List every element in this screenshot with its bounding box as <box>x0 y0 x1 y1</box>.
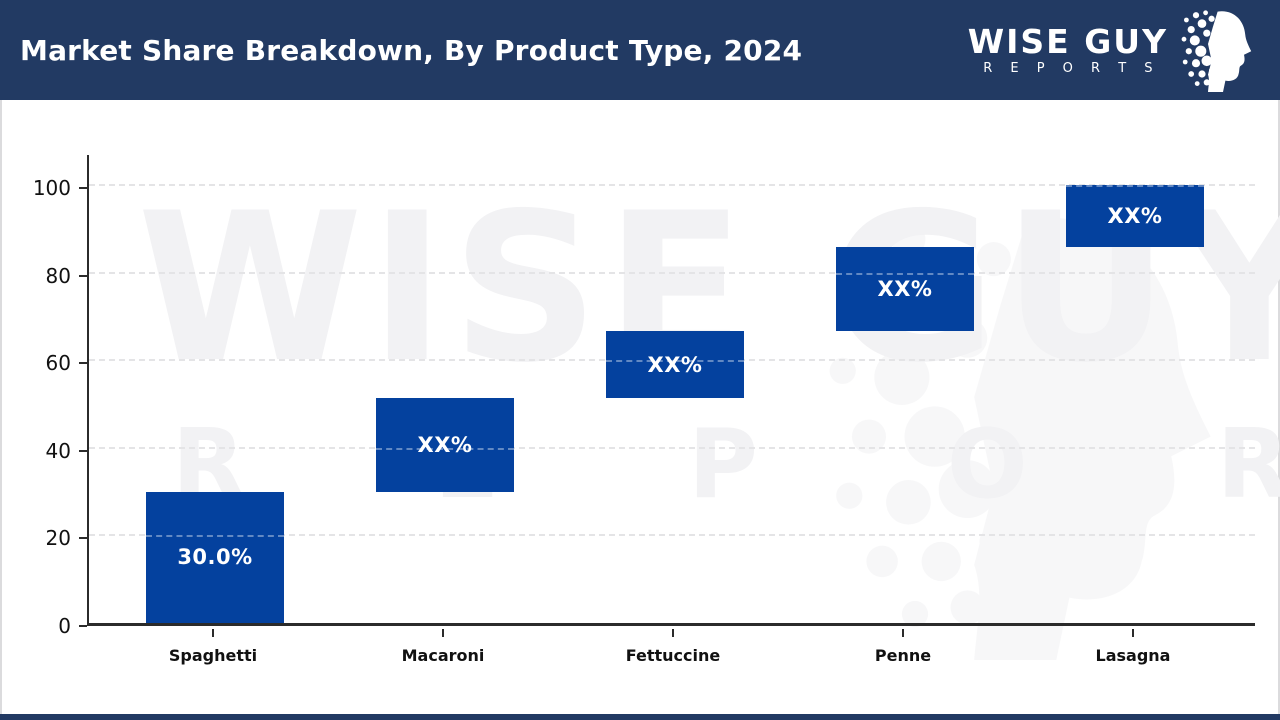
header: Market Share Breakdown, By Product Type,… <box>0 0 1280 100</box>
x-category-label-lasagna: Lasagna <box>1095 646 1171 665</box>
bar-gridline-overlay <box>606 360 744 363</box>
gridline-80 <box>89 271 1255 274</box>
bar-spaghetti: 30.0% <box>146 491 284 623</box>
x-tick-mark <box>442 629 444 637</box>
bar-value-label: XX% <box>877 277 933 302</box>
y-tick-mark <box>79 625 87 627</box>
bar-value-label: XX% <box>417 432 473 457</box>
x-tick-mark <box>1132 629 1134 637</box>
x-category-label-macaroni: Macaroni <box>401 646 485 665</box>
y-tick-label: 20 <box>45 526 71 551</box>
gridline-100 <box>89 184 1255 187</box>
x-tick-mark <box>212 629 214 637</box>
x-axis: Spaghetti Macaroni Fettuccine Penne Lasagna <box>87 629 1255 689</box>
bar-value-label: XX% <box>1107 204 1163 229</box>
y-axis: 0 20 40 60 80 100 <box>2 155 87 636</box>
bar-value-label: XX% <box>647 352 703 377</box>
bar-value-label: 30.0% <box>177 545 253 570</box>
y-tick-label: 80 <box>45 263 71 288</box>
logo-wordmark: WISE GUY <box>967 21 1168 61</box>
x-category-label-fettuccine: Fettuccine <box>625 646 721 665</box>
y-tick-mark <box>79 187 87 190</box>
footer-bar <box>0 714 1280 720</box>
y-tick-mark <box>79 362 87 365</box>
bar-gridline-overlay <box>836 272 974 275</box>
x-tick-mark <box>672 629 674 637</box>
bar-gridline-overlay <box>376 447 514 450</box>
logo-reports-text: R E P O R T S <box>983 60 1160 76</box>
page-title: Market Share Breakdown, By Product Type,… <box>20 33 803 67</box>
y-tick-label: 40 <box>45 438 71 463</box>
wiseguy-face-icon <box>1170 8 1258 92</box>
bar-penne: XX% <box>836 247 974 332</box>
y-tick-label: 0 <box>58 614 71 638</box>
x-category-label-spaghetti: Spaghetti <box>168 646 258 665</box>
gridline-40 <box>89 446 1255 449</box>
gridline-20 <box>89 534 1255 537</box>
bar-macaroni: XX% <box>376 398 514 492</box>
wiseguy-logo: WISE GUY R E P O R T S <box>968 8 1258 92</box>
y-tick-mark <box>79 274 87 277</box>
y-tick-mark <box>79 449 87 452</box>
x-category-label-penne: Penne <box>874 646 932 665</box>
plot-area: 30.0% XX% XX% XX% XX% <box>87 155 1255 626</box>
x-tick-mark <box>902 629 904 637</box>
bar-fettuccine: XX% <box>606 331 744 399</box>
y-tick-label: 60 <box>45 351 71 376</box>
bar-gridline-overlay <box>146 535 284 538</box>
bar-gridline-overlay <box>1066 185 1204 188</box>
y-tick-label: 100 <box>32 176 71 201</box>
bar-lasagna: XX% <box>1066 185 1204 248</box>
y-tick-mark <box>79 537 87 540</box>
